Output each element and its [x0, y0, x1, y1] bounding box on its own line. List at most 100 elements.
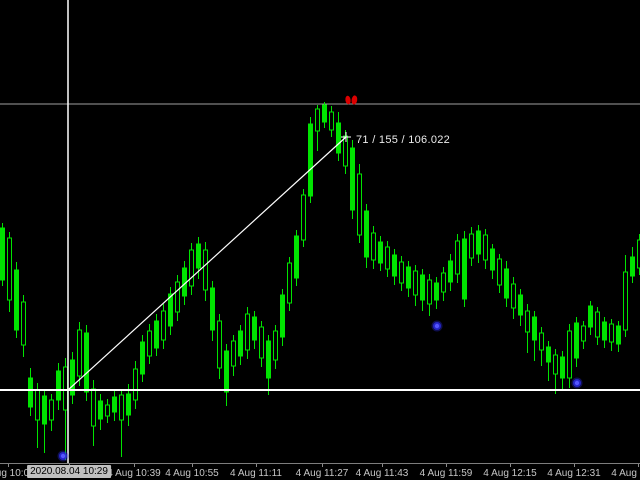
- candle-body: [560, 356, 565, 379]
- candle: [490, 244, 495, 279]
- candle-body: [364, 210, 369, 258]
- candle-body: [511, 283, 516, 309]
- candle-body: [196, 243, 201, 269]
- candle-body: [518, 294, 523, 316]
- candle-body: [28, 377, 33, 408]
- candle: [266, 335, 271, 395]
- candle: [504, 261, 509, 307]
- candle: [574, 317, 579, 367]
- axis-tick: [192, 464, 193, 467]
- candle-body: [420, 274, 425, 301]
- candle: [175, 275, 180, 321]
- axis-tick: [134, 464, 135, 467]
- candle: [161, 304, 166, 349]
- candle-body: [315, 108, 320, 132]
- candle: [168, 287, 173, 335]
- candle-body: [217, 320, 222, 369]
- candle: [448, 254, 453, 291]
- candle-body: [168, 293, 173, 327]
- candle: [413, 265, 418, 306]
- candle: [581, 321, 586, 349]
- axis-tick: [256, 464, 257, 467]
- candle-body: [112, 396, 117, 413]
- candle-body: [231, 340, 236, 367]
- candle: [273, 325, 278, 369]
- candle: [441, 267, 446, 301]
- candle: [56, 363, 61, 410]
- buy-signal-icon: [57, 450, 69, 462]
- candle-body: [91, 388, 96, 427]
- candle: [532, 311, 537, 361]
- candle: [560, 351, 565, 391]
- candle: [287, 257, 292, 311]
- time-axis-label: 4 Aug 11:27: [295, 468, 349, 479]
- candle-body: [427, 279, 432, 305]
- candle-body: [532, 316, 537, 341]
- candle-body: [175, 281, 180, 313]
- candle: [588, 301, 593, 335]
- candle: [140, 335, 145, 382]
- candle: [623, 255, 628, 337]
- candle-body: [357, 173, 362, 236]
- candle-body: [56, 370, 61, 401]
- candle-body: [574, 322, 579, 359]
- price-chart-canvas[interactable]: [0, 0, 640, 463]
- candle-body: [105, 404, 110, 417]
- candle: [406, 261, 411, 297]
- candle: [63, 358, 68, 460]
- candle: [28, 368, 33, 416]
- candle: [427, 274, 432, 316]
- candle-body: [441, 272, 446, 293]
- candle: [546, 341, 551, 381]
- axis-tick: [510, 464, 511, 467]
- candle: [322, 102, 327, 128]
- candle-body: [14, 269, 19, 331]
- candle-body: [49, 399, 54, 421]
- candle: [462, 231, 467, 307]
- candle: [259, 321, 264, 367]
- candle-body: [476, 230, 481, 255]
- candle: [525, 304, 530, 353]
- candle-body: [252, 316, 257, 341]
- candle: [217, 314, 222, 379]
- candle: [0, 223, 5, 286]
- candle-body: [154, 320, 159, 349]
- candle: [630, 247, 635, 283]
- candle-body: [280, 294, 285, 338]
- candle: [49, 394, 54, 431]
- crosshair-ruler-line[interactable]: [67, 136, 347, 391]
- candle: [21, 295, 26, 357]
- candle-body: [602, 321, 607, 341]
- candle-body: [406, 266, 411, 289]
- candle: [98, 394, 103, 430]
- candle-body: [371, 232, 376, 261]
- candle-body: [0, 227, 5, 281]
- crosshair-cursor-icon: [341, 132, 351, 142]
- candle-body: [609, 323, 614, 343]
- candle-body: [385, 246, 390, 270]
- time-axis-label: 4 Aug 10:07: [0, 468, 35, 479]
- candle-body: [497, 258, 502, 286]
- candle-body: [350, 147, 355, 211]
- candle-body: [630, 256, 635, 277]
- time-axis-label: 4 Aug 11:11: [230, 468, 282, 479]
- candle-body: [329, 111, 334, 131]
- candle: [385, 241, 390, 277]
- candle-body: [84, 332, 89, 393]
- candle: [203, 242, 208, 301]
- candle: [238, 325, 243, 365]
- candle-body: [455, 240, 460, 275]
- candle: [539, 327, 544, 366]
- time-axis-label: 4 Aug 10:55: [165, 468, 219, 479]
- crosshair-date-label: 2020.08.04 10:29: [27, 465, 111, 478]
- candle: [350, 140, 355, 219]
- axis-tick: [446, 464, 447, 467]
- time-axis-label: 4 Aug 12:31: [547, 468, 601, 479]
- time-axis-label: 4 Aug 11:43: [355, 468, 409, 479]
- buy-signal-icon: [431, 320, 443, 332]
- candle-body: [119, 394, 124, 421]
- axis-tick: [574, 464, 575, 467]
- candle-body: [63, 366, 68, 411]
- candle-body: [98, 400, 103, 420]
